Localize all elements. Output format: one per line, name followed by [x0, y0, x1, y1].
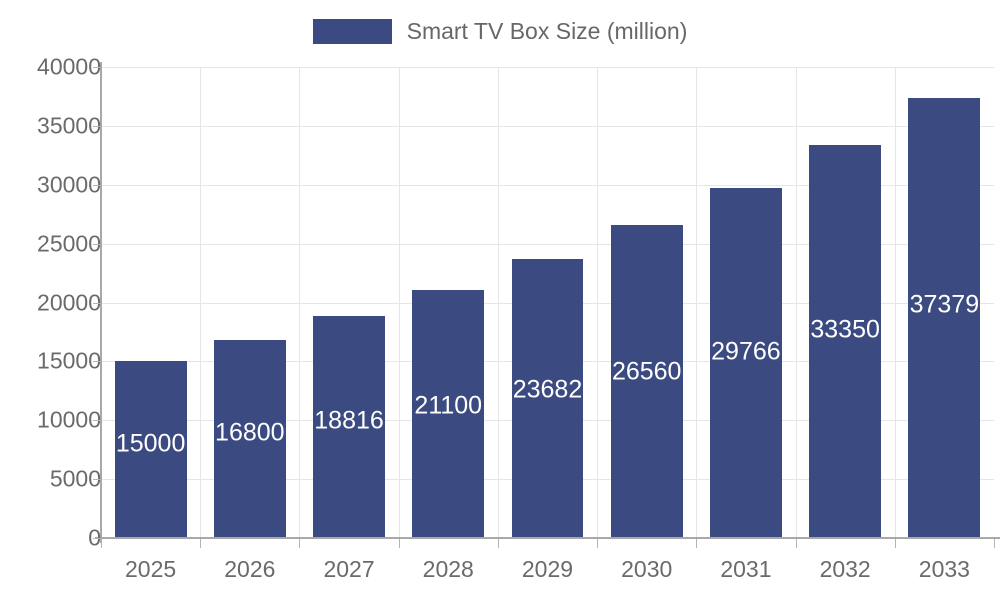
y-axis-tick-label: 25000	[37, 230, 101, 257]
horizontal-gridline	[101, 243, 994, 245]
chart-legend: Smart TV Box Size (million)	[0, 14, 1000, 48]
horizontal-gridline	[101, 125, 994, 127]
x-axis-tick-label: 2032	[819, 556, 871, 582]
x-axis-tick-mark	[498, 539, 499, 548]
bar-value-label: 33350	[810, 315, 880, 344]
x-axis-tick-label: 2025	[125, 556, 177, 582]
vertical-gridline	[498, 67, 499, 538]
y-axis-tick-mark	[93, 243, 101, 245]
vertical-gridline	[399, 67, 400, 538]
x-axis-tick-mark	[796, 539, 797, 548]
bar-value-label: 15000	[115, 429, 186, 458]
x-axis-tick-mark	[994, 539, 995, 548]
bar-value-label: 26560	[611, 357, 682, 386]
y-axis-tick-label: 20000	[37, 289, 101, 315]
x-axis-tick-mark	[696, 539, 697, 548]
y-axis-tick-mark	[93, 184, 101, 186]
y-axis-line	[100, 62, 102, 543]
bar[interactable]	[114, 361, 187, 538]
bar[interactable]	[412, 289, 485, 538]
vertical-gridline	[796, 67, 797, 538]
x-axis-tick-label: 2030	[621, 556, 673, 582]
legend-color-swatch	[312, 18, 392, 44]
y-axis-tick-label: 5000	[49, 465, 101, 492]
y-axis-tick-mark	[93, 302, 101, 304]
bar-value-label: 18816	[314, 406, 384, 435]
x-axis-tick-mark	[895, 539, 896, 548]
x-axis-tick-mark	[299, 539, 300, 548]
x-axis-tick-label: 2026	[224, 556, 276, 582]
y-axis-tick-label: 40000	[37, 53, 101, 80]
y-axis-tick-mark	[93, 361, 101, 363]
plot-area: 15000 16800 18816 21100 23682 26560 29766 33350…	[101, 67, 994, 539]
y-axis-tick-mark	[93, 479, 101, 481]
y-axis-tick-mark	[93, 420, 101, 422]
legend-label: Smart TV Box Size (million)	[406, 17, 688, 44]
x-axis-tick-label: 2029	[521, 556, 574, 582]
bar[interactable]	[908, 97, 981, 538]
bar[interactable]	[313, 316, 385, 538]
y-axis-tick-label: 35000	[37, 112, 101, 139]
y-axis-tick-mark	[93, 538, 101, 539]
bar[interactable]	[709, 187, 782, 538]
horizontal-gridline	[101, 184, 994, 186]
bar-value-label: 23682	[512, 375, 583, 404]
vertical-gridline	[597, 67, 598, 538]
bar[interactable]	[809, 145, 882, 538]
y-axis-tick-mark	[93, 125, 101, 127]
x-axis-tick-mark	[597, 539, 598, 548]
x-axis-tick-label: 2028	[422, 556, 474, 582]
vertical-gridline	[299, 67, 300, 538]
y-axis-tick-label: 15000	[37, 347, 101, 374]
y-axis-tick-mark	[93, 67, 101, 68]
bar[interactable]	[511, 259, 584, 538]
y-axis-ticks: 0 5000 10000 15000 20000 25000 30000 35000 40000	[0, 0, 101, 600]
x-axis-tick-mark	[200, 539, 201, 548]
vertical-gridline	[696, 67, 697, 538]
bar-value-label: 21100	[414, 391, 483, 420]
bar-value-label: 37379	[909, 290, 980, 319]
x-axis-line	[95, 537, 1000, 539]
bar-value-label: 29766	[711, 337, 781, 366]
x-axis-tick-label: 2031	[720, 556, 772, 582]
vertical-gridline	[200, 67, 201, 538]
x-axis-tick-label: 2033	[918, 556, 970, 582]
y-axis-tick-label: 10000	[37, 406, 101, 433]
horizontal-gridline	[101, 67, 994, 68]
bar-value-label: 16800	[215, 418, 285, 447]
x-axis-tick-mark	[399, 539, 400, 548]
y-axis-tick-label: 30000	[37, 171, 101, 198]
x-axis-tick-mark	[101, 539, 102, 548]
y-axis-tick-label: 0	[88, 524, 101, 551]
x-axis-tick-label: 2027	[323, 556, 375, 582]
bar[interactable]	[213, 340, 286, 538]
bar[interactable]	[610, 225, 683, 538]
vertical-gridline	[895, 67, 896, 538]
